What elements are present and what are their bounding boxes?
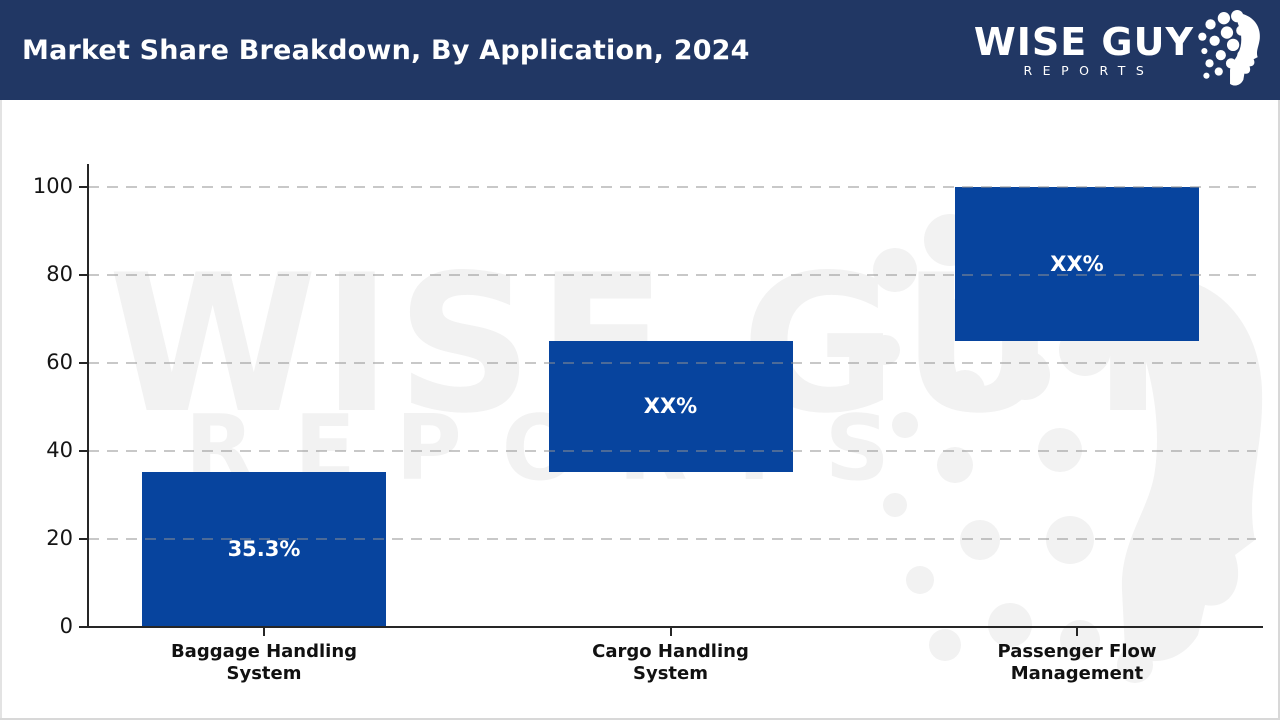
logo-face-icon [1198,10,1260,86]
category-label-line: Baggage Handling [170,641,358,662]
x-axis-line [87,626,1263,628]
footer-divider [0,718,1280,720]
bar-value-label-cargo-handling-system: XX% [643,394,698,419]
y-axis-tick-label: 40 [46,437,73,462]
y-axis-line [87,164,89,628]
gridline-40 [88,449,1256,452]
bar-passenger-flow-management [955,186,1199,341]
gridline-60 [88,361,1256,364]
gridline-100 [88,185,1256,188]
y-axis-tick-label: 0 [59,614,73,638]
y-axis-tick [79,185,88,188]
gridline-20 [88,537,1256,540]
category-label-baggage-handling-system: Baggage Handling System [171,641,357,684]
left-border [0,100,2,720]
right-border [1278,100,1280,720]
y-axis-tick [79,537,88,540]
page-title: Market Share Breakdown, By Application, … [22,34,750,66]
y-axis-tick [79,449,88,452]
category-label-line: Management [1010,662,1144,684]
y-axis-tick-label: 80 [46,261,73,286]
brand-logo-text: WISE GUY REPORTS [974,23,1194,78]
brand-logo: WISE GUY REPORTS [974,10,1262,90]
bar-value-label-passenger-flow-management: XX% [1050,251,1104,276]
x-axis-tick [263,628,265,636]
y-axis-tick [79,361,88,364]
y-axis-tick-label: 100 [32,173,73,198]
gridline-80 [88,273,1256,276]
logo-subtext: REPORTS [1023,62,1155,78]
y-axis-tick [79,626,88,628]
y-axis-tick-label: 20 [46,525,73,550]
y-axis-tick [79,273,88,276]
category-label-line: Cargo Handling [592,641,749,662]
category-label-line: Passenger Flow [997,641,1157,662]
category-label-line: System [633,662,708,684]
x-axis-tick [669,628,672,636]
category-label-line: System [226,662,302,684]
bar-baggage-handling-system [142,471,386,627]
header: Market Share Breakdown, By Application, … [0,0,1280,100]
bar-value-label-baggage-handling-system: 35.3% [227,537,301,562]
category-label-passenger-flow-management: Passenger Flow Management [997,641,1156,684]
y-axis-tick-label: 60 [46,349,73,374]
x-axis-tick [1076,628,1078,636]
category-label-cargo-handling-system: Cargo Handling System [592,641,749,684]
logo-wordmark: WISE GUY [973,19,1194,64]
